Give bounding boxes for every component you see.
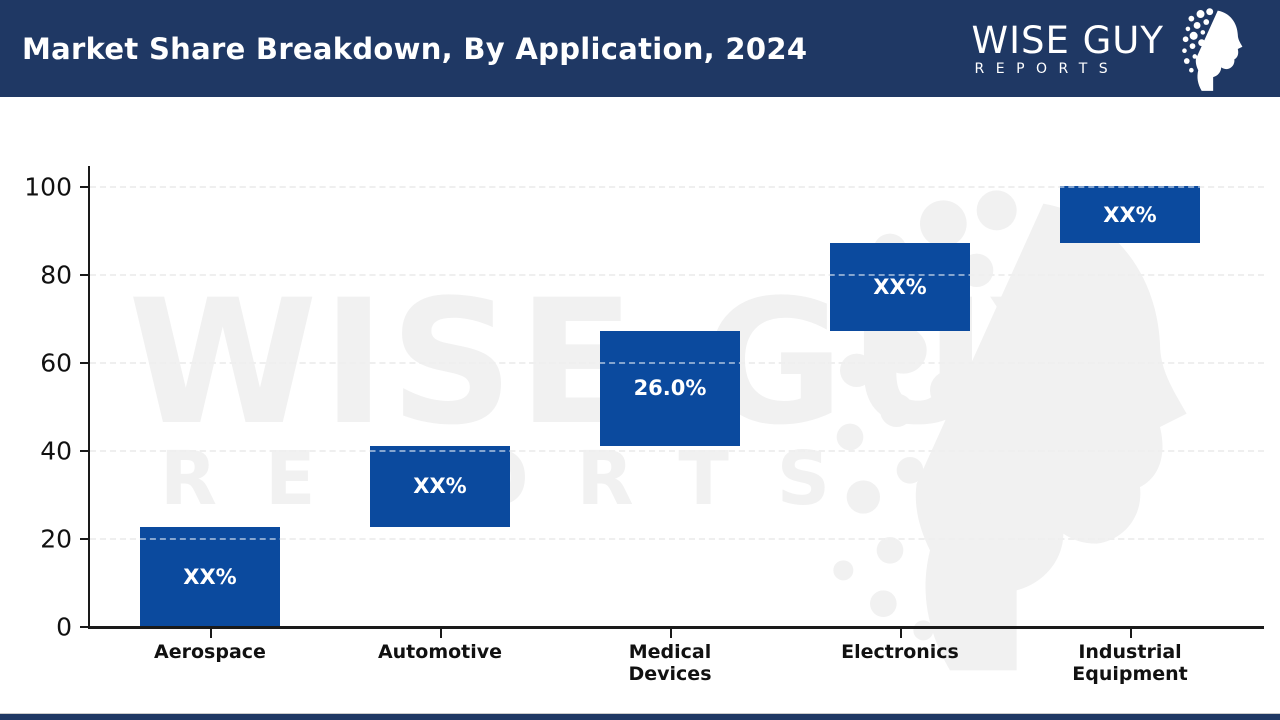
x-axis-tick [210, 629, 212, 638]
x-axis-tick [670, 629, 672, 638]
x-axis-tick [1130, 629, 1132, 638]
gridline-overlay [90, 538, 1264, 540]
y-tick-label: 40 [40, 436, 72, 466]
y-axis-tick [80, 450, 88, 452]
x-category-label: Aerospace [154, 641, 266, 663]
bar-segment [600, 331, 740, 446]
watermark-subtitle: REPORTS [160, 436, 879, 522]
logo-face-icon [1182, 7, 1243, 91]
x-axis-tick [440, 629, 442, 638]
y-tick-label: 100 [24, 172, 72, 202]
gridline-overlay [90, 274, 1264, 276]
bar-value-label: XX% [183, 564, 237, 589]
logo-text: WISE GUY REPORTS [972, 22, 1164, 76]
y-axis-tick [80, 186, 88, 188]
x-category-label: Automotive [377, 641, 503, 663]
x-axis-tick [900, 629, 902, 638]
page-title: Market Share Breakdown, By Application, … [22, 31, 808, 66]
y-axis-tick [80, 274, 88, 276]
header-bar: Market Share Breakdown, By Application, … [0, 0, 1280, 97]
logo-wordmark: WISE GUY [971, 18, 1164, 62]
x-category-label: Industrial Equipment [1072, 641, 1188, 685]
gridline-overlay [90, 450, 1264, 452]
logo-subtitle: REPORTS [974, 60, 1120, 77]
x-category-label: Medical Devices [628, 641, 712, 685]
y-tick-label: 60 [40, 348, 72, 378]
bar-segment [140, 527, 280, 626]
y-axis-tick [80, 538, 88, 540]
y-tick-label: 0 [56, 612, 72, 642]
y-axis-tick [80, 626, 88, 628]
gridline-overlay [90, 362, 1264, 364]
logo: WISE GUY REPORTS [972, 6, 1258, 92]
footer-bar [0, 714, 1280, 720]
footer-divider [0, 713, 1280, 714]
y-axis-tick [80, 362, 88, 364]
y-tick-label: 80 [40, 260, 72, 290]
x-axis [88, 626, 1264, 629]
bar-segment [370, 445, 510, 527]
chart-area: WISE GUY REPORTS 0 20 40 60 80 100 XX% Aerospac… [0, 97, 1280, 713]
bar-value-label: 26.0% [633, 376, 707, 401]
bar-value-label: XX% [413, 474, 467, 499]
bar-value-label: XX% [1103, 202, 1157, 227]
bar-value-label: XX% [873, 275, 927, 300]
y-tick-label: 20 [40, 524, 72, 554]
gridline-overlay [90, 186, 1264, 188]
y-axis [88, 166, 90, 629]
x-category-label: Electronics [841, 641, 959, 663]
